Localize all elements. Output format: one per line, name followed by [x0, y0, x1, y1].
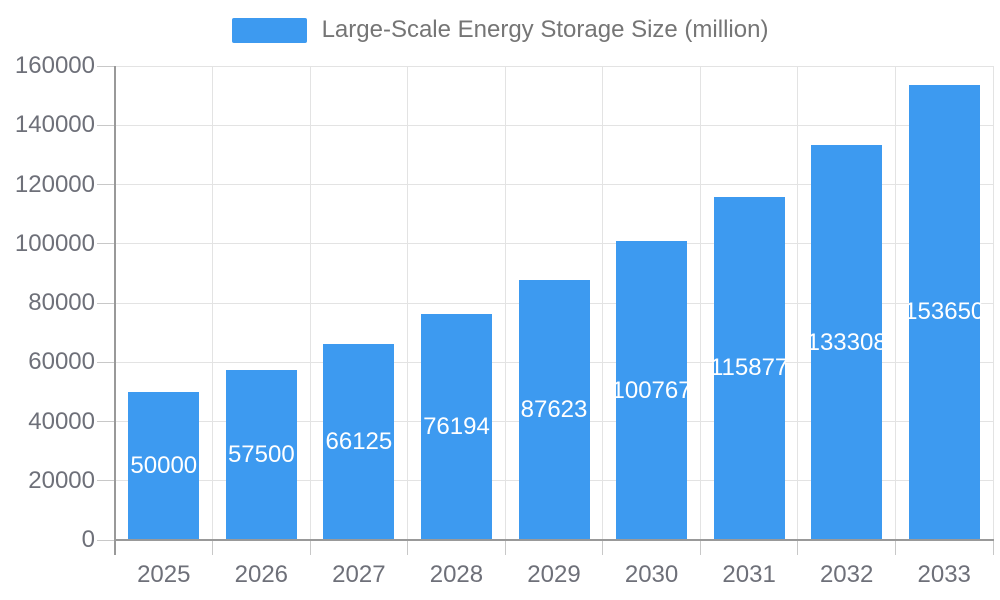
legend: Large-Scale Energy Storage Size (million…: [0, 16, 1000, 44]
bar-2030[interactable]: [616, 241, 688, 540]
x-axis-tick: [992, 540, 994, 555]
x-tick-label: 2028: [429, 561, 484, 588]
x-tick-label: 2033: [917, 561, 971, 588]
x-axis-line: [114, 539, 994, 541]
legend-swatch-icon: [231, 17, 307, 43]
bar-2031[interactable]: [713, 196, 785, 540]
y-axis-tick: [97, 65, 115, 67]
gridline-horizontal: [115, 184, 993, 185]
y-axis-tick: [97, 302, 115, 304]
bar-2032[interactable]: [811, 145, 883, 540]
gridline-horizontal: [115, 243, 993, 245]
gridline-vertical: [602, 66, 604, 540]
gridline-vertical: [407, 66, 409, 540]
bar-2033[interactable]: [908, 84, 980, 540]
plot-area: 0 20000 40000 60000 80000 100000 120000 140000 1…: [15, 52, 994, 588]
x-tick-label: 2026: [234, 561, 289, 588]
y-tick-label: 120000: [14, 170, 95, 198]
bar-2026[interactable]: [225, 369, 297, 540]
x-axis-tick: [797, 540, 799, 555]
y-axis-tick: [97, 539, 115, 541]
bar-2028[interactable]: [420, 314, 492, 540]
gridline-vertical: [309, 66, 311, 540]
x-tick-label: 2025: [137, 561, 191, 588]
y-axis-tick: [97, 243, 115, 245]
gridline-vertical: [797, 66, 799, 540]
y-tick-label: 80000: [28, 289, 95, 316]
legend-label: Large-Scale Energy Storage Size (million…: [321, 16, 769, 43]
legend-item[interactable]: Large-Scale Energy Storage Size (million…: [231, 16, 769, 44]
x-tick-label: 2030: [624, 561, 679, 588]
x-axis-tick: [699, 540, 701, 555]
x-axis-tick: [894, 540, 896, 555]
y-axis-tick: [97, 421, 115, 422]
gridline-horizontal: [115, 124, 993, 126]
x-tick-label: 2032: [819, 561, 874, 588]
x-tick-label: 2031: [722, 561, 776, 588]
y-axis-tick: [97, 124, 115, 126]
y-axis-tick: [97, 184, 115, 185]
x-axis-tick: [407, 540, 409, 555]
x-axis-tick: [212, 540, 214, 555]
x-tick-label: 2027: [332, 561, 386, 588]
gridline-vertical: [894, 66, 896, 540]
gridline-vertical: [504, 66, 506, 540]
bar-2025[interactable]: [128, 391, 200, 540]
y-tick-label: 0: [81, 526, 95, 553]
y-tick-label: 20000: [28, 466, 95, 494]
y-tick-label: 60000: [28, 348, 95, 376]
bar-2027[interactable]: [323, 344, 395, 540]
x-axis-tick: [504, 540, 506, 555]
gridline-vertical: [699, 66, 701, 540]
y-axis-line: [114, 66, 116, 555]
gridline-horizontal: [115, 65, 993, 67]
gridline-vertical: [212, 66, 214, 540]
gridline-vertical: [992, 66, 994, 540]
x-tick-label: 2029: [527, 561, 581, 588]
y-tick-label: 160000: [14, 52, 95, 79]
y-tick-label: 40000: [28, 407, 95, 435]
x-axis-tick: [602, 540, 604, 555]
y-tick-label: 100000: [14, 229, 95, 257]
y-tick-label: 140000: [14, 111, 95, 139]
y-axis-tick: [97, 480, 115, 482]
x-axis-tick: [309, 540, 311, 555]
bar-2029[interactable]: [518, 280, 590, 540]
y-axis-tick: [97, 361, 115, 363]
